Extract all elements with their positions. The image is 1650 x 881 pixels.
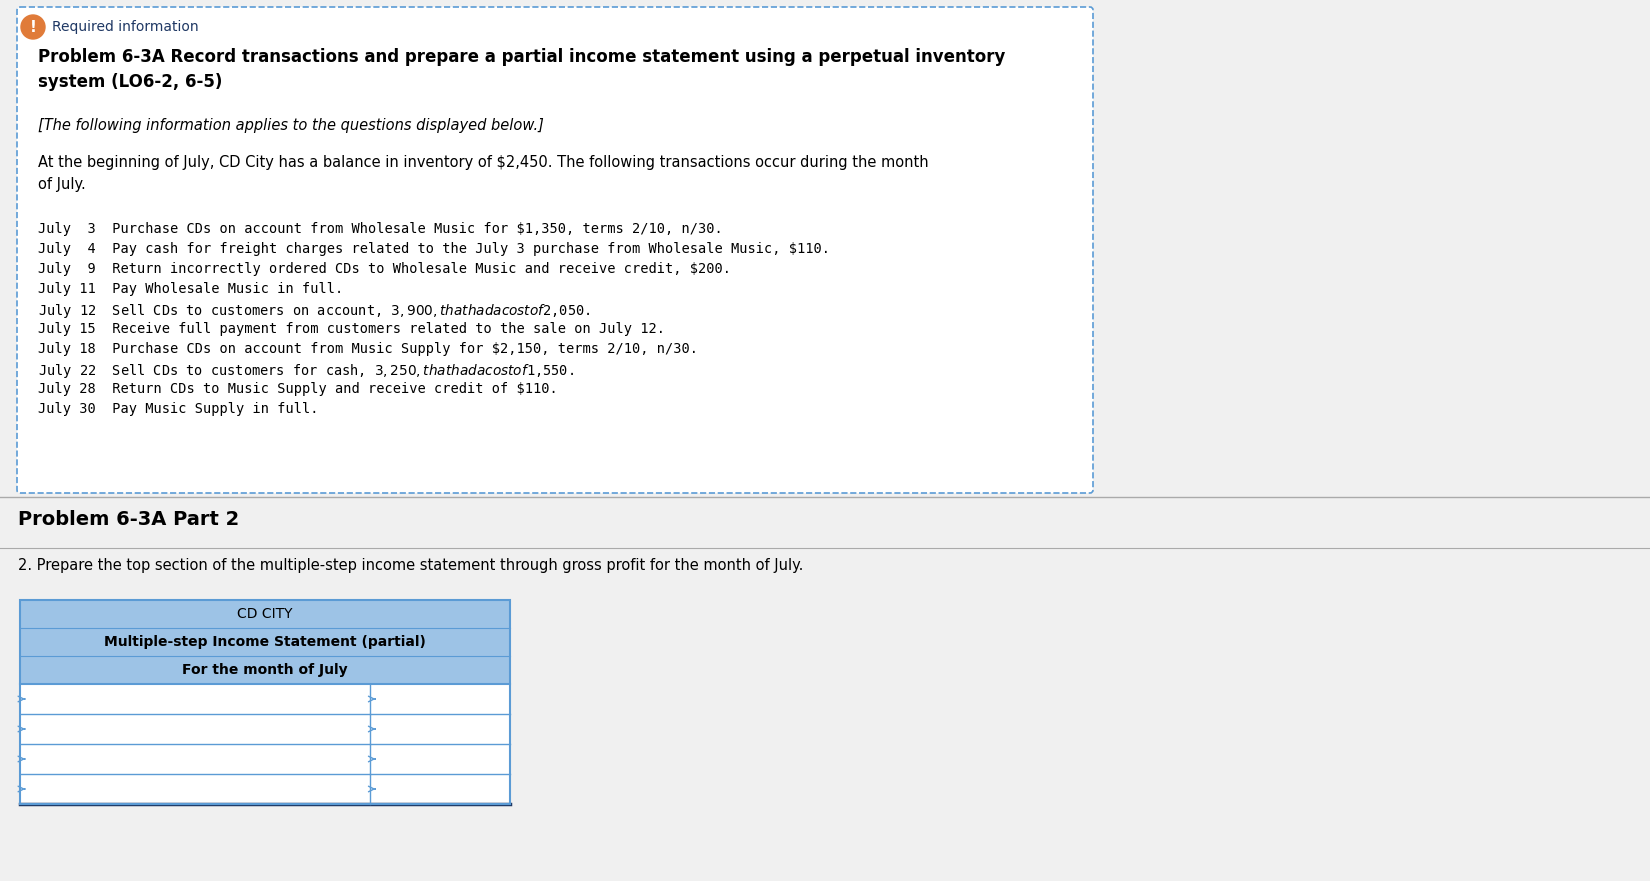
Text: !: ! [30, 19, 36, 34]
Text: [The following information applies to the questions displayed below.]: [The following information applies to th… [38, 118, 544, 133]
Bar [20, 600, 510, 684]
Text: July 11  Pay Wholesale Music in full.: July 11 Pay Wholesale Music in full. [38, 282, 343, 296]
FancyBboxPatch shape [16, 7, 1092, 493]
Text: July  4  Pay cash for freight charges related to the July 3 purchase from Wholes: July 4 Pay cash for freight charges rela… [38, 242, 830, 256]
Text: Multiple-step Income Statement (partial): Multiple-step Income Statement (partial) [104, 635, 426, 649]
Text: Problem 6-3A Record transactions and prepare a partial income statement using a : Problem 6-3A Record transactions and pre… [38, 48, 1005, 91]
Text: July 15  Receive full payment from customers related to the sale on July 12.: July 15 Receive full payment from custom… [38, 322, 665, 336]
Text: July  9  Return incorrectly ordered CDs to Wholesale Music and receive credit, $: July 9 Return incorrectly ordered CDs to… [38, 262, 731, 276]
Bar [20, 600, 510, 804]
Text: July 12  Sell CDs to customers on account, $3,900, that had a cost of $2,050.: July 12 Sell CDs to customers on account… [38, 302, 591, 320]
Text: 2. Prepare the top section of the multiple-step income statement through gross p: 2. Prepare the top section of the multip… [18, 558, 804, 573]
Text: For the month of July: For the month of July [182, 663, 348, 677]
Text: Required information: Required information [53, 20, 198, 34]
Text: Problem 6-3A Part 2: Problem 6-3A Part 2 [18, 510, 239, 529]
Bar [20, 684, 510, 804]
Text: CD CITY: CD CITY [238, 607, 292, 621]
Text: July 30  Pay Music Supply in full.: July 30 Pay Music Supply in full. [38, 402, 318, 416]
Text: July 28  Return CDs to Music Supply and receive credit of $110.: July 28 Return CDs to Music Supply and r… [38, 382, 558, 396]
Text: July  3  Purchase CDs on account from Wholesale Music for $1,350, terms 2/10, n/: July 3 Purchase CDs on account from Whol… [38, 222, 723, 236]
Circle shape [21, 15, 45, 39]
Text: At the beginning of July, CD City has a balance in inventory of $2,450. The foll: At the beginning of July, CD City has a … [38, 155, 929, 192]
Text: July 22  Sell CDs to customers for cash, $3,250, that had a cost of $1,550.: July 22 Sell CDs to customers for cash, … [38, 362, 574, 380]
Text: July 18  Purchase CDs on account from Music Supply for $2,150, terms 2/10, n/30.: July 18 Purchase CDs on account from Mus… [38, 342, 698, 356]
